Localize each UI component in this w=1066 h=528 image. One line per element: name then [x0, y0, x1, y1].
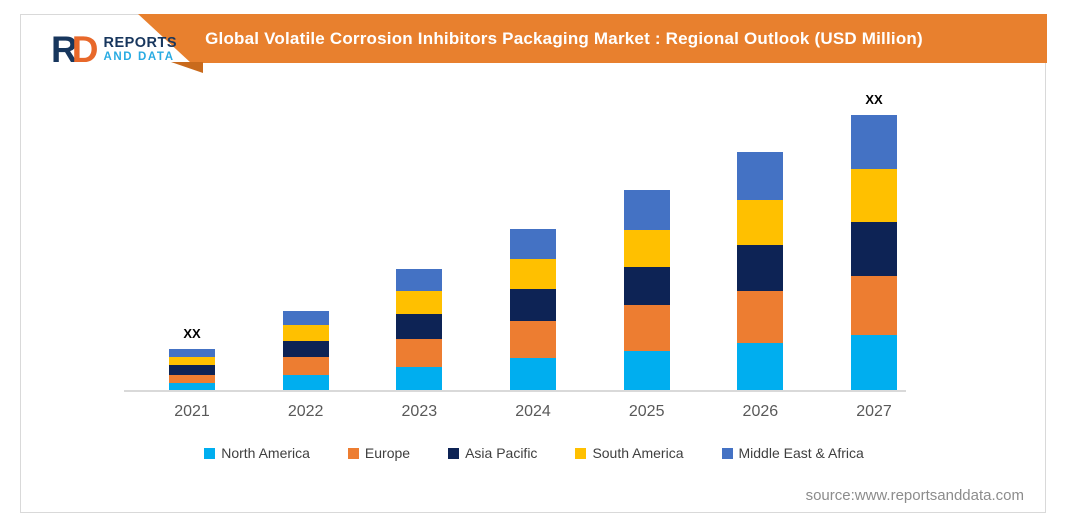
logo-wordmark: REPORTS AND DATA — [103, 34, 178, 64]
bar-segment-asia-pacific — [169, 365, 215, 375]
bar-segment-europe — [510, 321, 556, 358]
bar-segment-north-america — [282, 375, 329, 390]
legend-label: Asia Pacific — [465, 445, 538, 461]
chart-legend: North America Europe Asia Pacific South Ame… — [21, 445, 1047, 461]
legend-item-europe: Europe — [347, 445, 411, 461]
bar-segment-north-america — [737, 343, 784, 390]
bar-segment-asia-pacific — [396, 314, 443, 339]
stacked-bar-2026 — [737, 152, 784, 390]
bar-segment-south-america — [851, 169, 898, 222]
chart-card: Global Volatile Corrosion Inhibitors Pac… — [20, 14, 1047, 514]
x-axis-label-2023: 2023 — [401, 403, 438, 420]
legend-swatch-icon — [347, 447, 359, 459]
logo-letter-r: R — [51, 29, 78, 70]
bar-segment-north-america — [396, 367, 443, 390]
bar-segment-asia-pacific — [510, 289, 556, 321]
bar-segment-middle-east-africa — [623, 190, 670, 230]
bar-segment-europe — [282, 357, 329, 375]
legend-swatch-icon — [448, 447, 460, 459]
stacked-bar-2027 — [851, 115, 898, 390]
bar-segment-asia-pacific — [282, 341, 329, 357]
legend-swatch-icon — [721, 447, 733, 459]
bar-segment-north-america — [623, 351, 670, 390]
legend-label: North America — [221, 445, 310, 461]
source-credit: source:www.reportsanddata.com — [805, 487, 1024, 504]
legend-swatch-icon — [204, 447, 216, 459]
legend-item-asia-pacific: Asia Pacific — [448, 445, 537, 461]
legend-label: Europe — [364, 445, 411, 461]
bar-segment-south-america — [282, 325, 329, 341]
bar-segment-europe — [623, 305, 670, 351]
bar-segment-north-america — [169, 383, 215, 390]
bar-segment-south-america — [737, 200, 784, 245]
logo-letter-d: D — [71, 29, 99, 70]
reports-and-data-logo: R D REPORTS AND DATA — [51, 31, 177, 68]
stacked-bar-chart: XX 2021 2022 2023 2024 2025 2026 XX 2027 — [21, 15, 1047, 514]
stacked-bar-2022 — [282, 311, 329, 390]
bar-segment-europe — [851, 276, 898, 335]
bar-segment-middle-east-africa — [282, 311, 329, 325]
x-axis-label-2027: 2027 — [856, 403, 892, 420]
bar-segment-asia-pacific — [737, 245, 784, 291]
x-axis-label-2025: 2025 — [628, 403, 665, 420]
bar-segment-south-america — [510, 259, 556, 289]
title-banner: Global Volatile Corrosion Inhibitors Pac… — [138, 14, 1047, 63]
bar-segment-south-america — [169, 357, 215, 365]
stacked-bar-2021 — [169, 349, 215, 390]
bar-segment-europe — [737, 291, 784, 343]
bar-value-label-2021: XX — [183, 326, 201, 341]
logo-line-and-data: AND DATA — [103, 51, 175, 64]
bar-segment-south-america — [396, 291, 443, 314]
bar-segment-south-america — [623, 230, 670, 267]
legend-label: South America — [592, 445, 684, 461]
bar-segment-middle-east-africa — [737, 152, 784, 200]
banner-fold-decoration — [171, 62, 203, 73]
legend-item-north-america: North America — [204, 445, 310, 461]
chart-title: Global Volatile Corrosion Inhibitors Pac… — [205, 28, 923, 48]
bar-segment-europe — [169, 375, 215, 383]
legend-item-middle-east-africa: Middle East & Africa — [721, 445, 864, 461]
legend-swatch-icon — [575, 447, 587, 459]
bar-value-label-2027: XX — [865, 92, 883, 107]
stacked-bar-2023 — [396, 269, 443, 390]
x-axis-label-2021: 2021 — [174, 403, 210, 420]
bar-segment-north-america — [851, 335, 898, 390]
bar-segment-asia-pacific — [851, 222, 898, 276]
bar-segment-middle-east-africa — [169, 349, 215, 357]
x-axis-label-2026: 2026 — [742, 403, 779, 420]
x-axis-line — [124, 390, 906, 392]
bar-segment-asia-pacific — [623, 267, 670, 305]
bar-segment-middle-east-africa — [396, 269, 443, 291]
legend-item-south-america: South America — [575, 445, 684, 461]
stacked-bar-2025 — [623, 190, 670, 390]
logo-mark-icon: R D — [51, 31, 98, 68]
bar-segment-europe — [396, 339, 443, 367]
bar-segment-middle-east-africa — [510, 229, 556, 259]
x-axis-label-2022: 2022 — [287, 403, 324, 420]
bar-segment-middle-east-africa — [851, 115, 898, 169]
x-axis-label-2024: 2024 — [515, 403, 551, 420]
bar-segment-north-america — [510, 358, 556, 390]
stacked-bar-2024 — [510, 229, 556, 390]
logo-line-reports: REPORTS — [103, 34, 178, 51]
legend-label: Middle East & Africa — [738, 445, 864, 461]
